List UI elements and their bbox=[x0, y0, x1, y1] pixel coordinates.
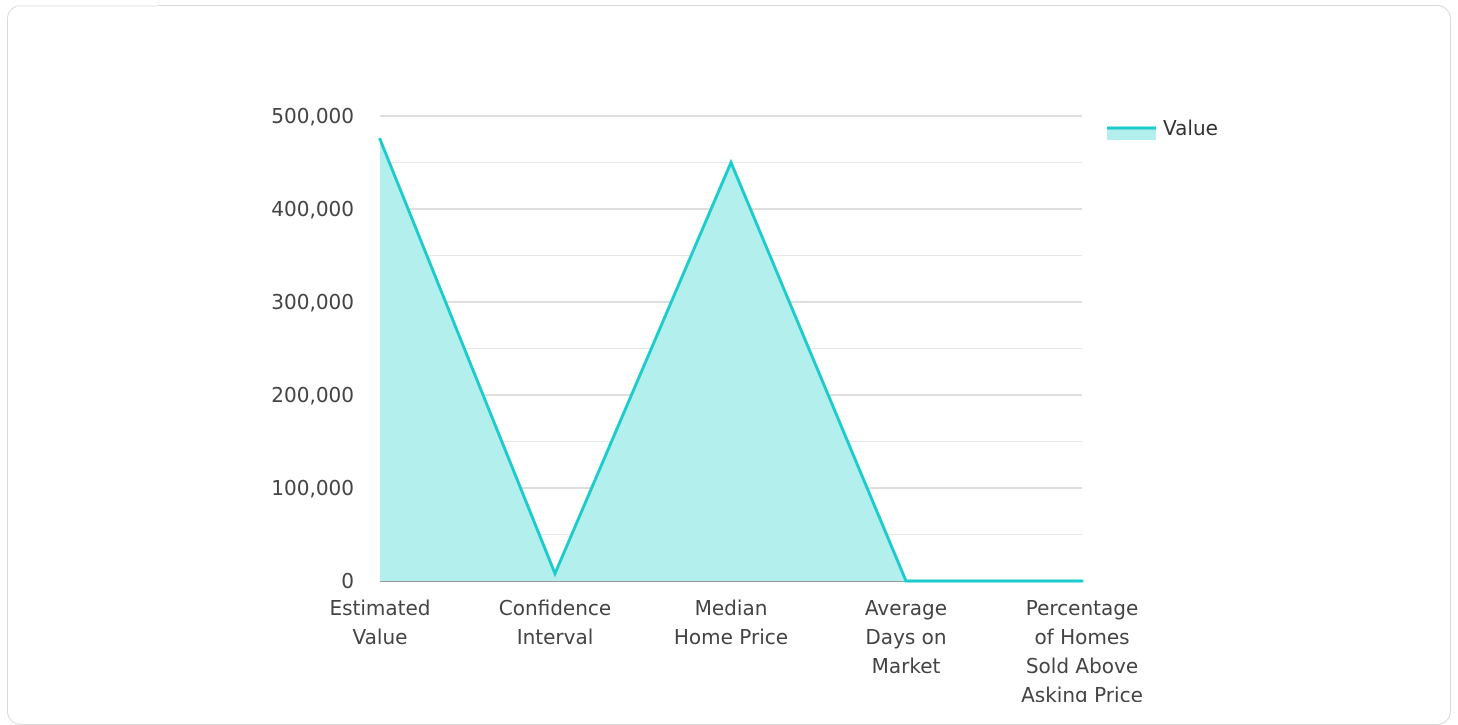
y-tick-label: 400,000 bbox=[271, 197, 354, 221]
x-category-label: Confidence Interval bbox=[499, 596, 611, 649]
card-top-accent bbox=[16, 5, 158, 7]
x-category-label: Average Days on Market bbox=[865, 596, 947, 678]
x-category-label: Estimated Value bbox=[329, 596, 430, 649]
y-tick-label: 300,000 bbox=[271, 290, 354, 314]
y-tick-label: 0 bbox=[341, 569, 354, 593]
legend-label-value: Value bbox=[1163, 116, 1218, 140]
data-point[interactable] bbox=[553, 572, 557, 576]
legend[interactable]: Value bbox=[1107, 116, 1218, 140]
data-point[interactable] bbox=[378, 137, 382, 141]
data-point[interactable] bbox=[729, 161, 733, 164]
x-category-label: Median Home Price bbox=[674, 596, 788, 649]
series-area-value bbox=[380, 139, 1082, 581]
x-category-label: Percentage of Homes Sold Above Asking Price bbox=[1021, 596, 1143, 702]
data-point[interactable] bbox=[1080, 579, 1084, 583]
y-tick-label: 500,000 bbox=[271, 104, 354, 128]
data-point[interactable] bbox=[904, 579, 908, 583]
y-tick-label: 200,000 bbox=[271, 383, 354, 407]
area-chart: 0 100,000 200,000 300,000 400,000 500,000 Est… bbox=[271, 104, 1218, 702]
legend-swatch-fill bbox=[1107, 128, 1156, 140]
y-axis-tick-labels: 0 100,000 200,000 300,000 400,000 500,000 bbox=[271, 104, 354, 593]
x-axis-category-labels: Estimated Value Confidence Interval Median Ho… bbox=[329, 596, 1142, 702]
plot-area bbox=[378, 137, 1084, 583]
y-tick-label: 100,000 bbox=[271, 476, 354, 500]
